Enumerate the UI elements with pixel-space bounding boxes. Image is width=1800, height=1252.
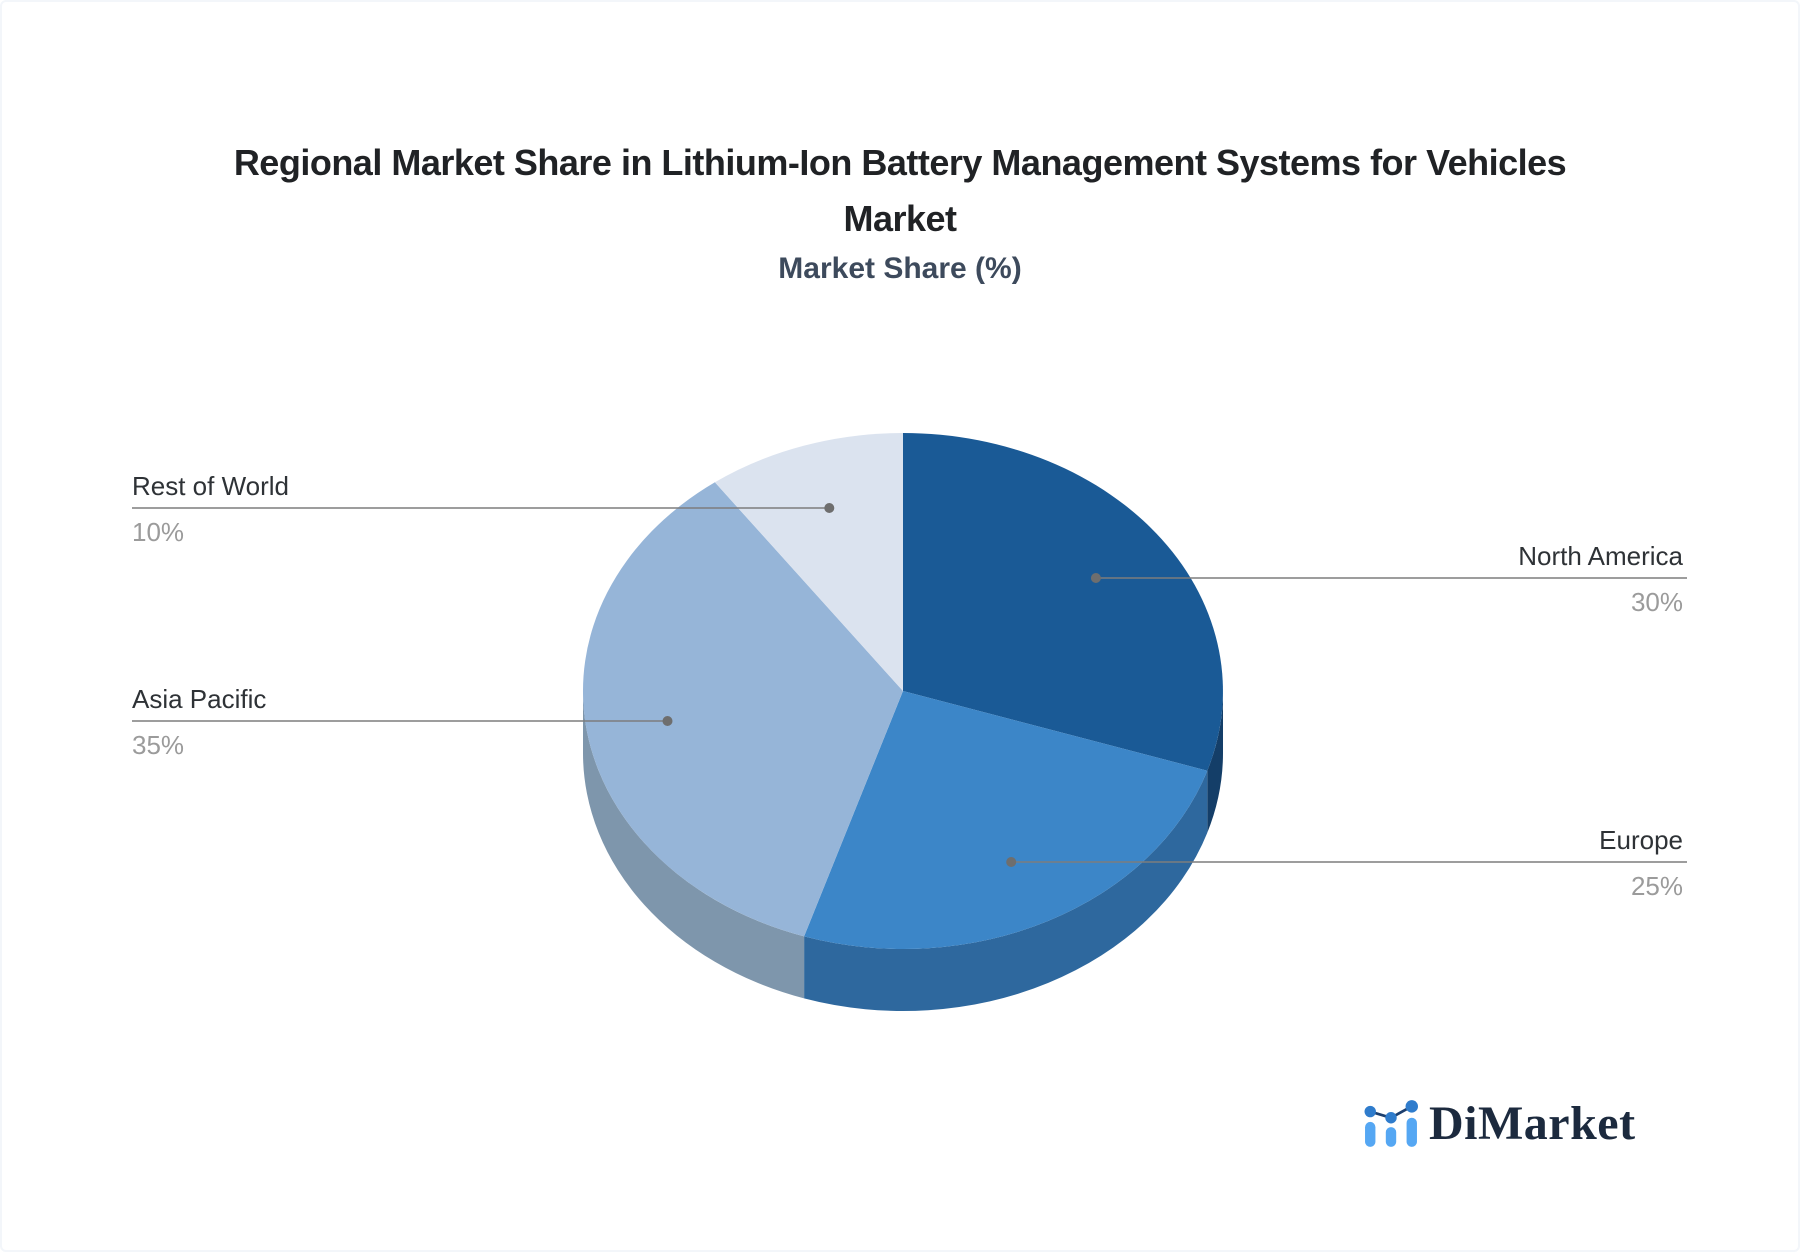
- connector-dot-rest-of-world: [824, 503, 835, 513]
- brand-logo: DiMarket: [1364, 1098, 1636, 1150]
- slice-value-asia-pacific: 35%: [132, 730, 185, 760]
- slice-value-north-america: 30%: [1630, 587, 1683, 617]
- pie-slice-europe[interactable]: [804, 691, 1208, 950]
- connector-dot-north-america: [1090, 573, 1101, 583]
- slice-label-rest-of-world: Rest of World: [132, 471, 290, 501]
- pie-slice-rest-of-world[interactable]: [714, 433, 903, 691]
- bar-chart-trend-icon: [1364, 1100, 1418, 1147]
- pie-slice-side-europe: [804, 770, 1208, 1012]
- slice-label-europe: Europe: [1599, 825, 1683, 855]
- brand-name: DiMarket: [1429, 1097, 1636, 1150]
- connector-dot-asia-pacific: [662, 716, 673, 726]
- slice-value-europe: 25%: [1630, 871, 1683, 901]
- pie-slice-asia-pacific[interactable]: [582, 482, 903, 937]
- chart-title-line-2: Market: [843, 198, 957, 239]
- chart-title: Regional Market Share in Lithium-Ion Bat…: [2, 135, 1798, 247]
- pie-slice-side-asia-pacific: [583, 691, 805, 999]
- pie-slice-side-north-america: [1207, 691, 1223, 833]
- slice-label-north-america: North America: [1518, 541, 1683, 571]
- chart-subtitle: Market Share (%): [778, 252, 1022, 285]
- chart-title-line-1: Regional Market Share in Lithium-Ion Bat…: [233, 142, 1567, 183]
- slice-value-rest-of-world: 10%: [132, 517, 185, 547]
- pie-slice-north-america[interactable]: [903, 433, 1223, 771]
- slice-label-asia-pacific: Asia Pacific: [132, 684, 267, 714]
- connector-dot-europe: [1006, 857, 1017, 867]
